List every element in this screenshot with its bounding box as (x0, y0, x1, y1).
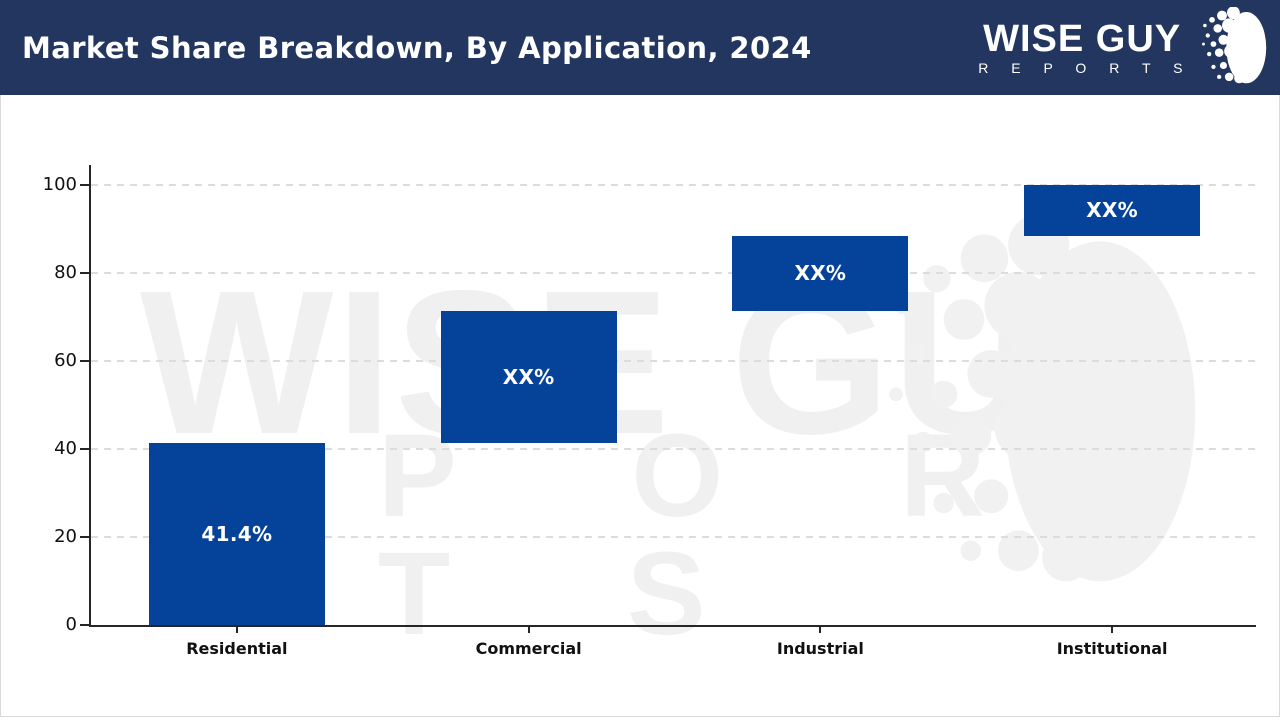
gridline (91, 536, 1256, 538)
bar-value-label: XX% (1086, 198, 1139, 223)
y-tick-mark (80, 360, 89, 362)
plot-area: 0 20 40 60 80 100 41.4% Residential XX% Commercia… (43, 165, 1256, 658)
bar-industrial: XX% (732, 235, 909, 311)
y-tick-label: 60 (54, 350, 77, 371)
x-tick-mark (527, 625, 530, 633)
y-tick-mark (80, 536, 89, 538)
y-tick-mark (80, 624, 89, 626)
bar-value-label: XX% (502, 364, 555, 389)
gridline (91, 448, 1256, 450)
y-tick-mark (80, 184, 89, 186)
chart-title: Market Share Breakdown, By Application, … (22, 30, 812, 65)
y-tick-label: 20 (54, 526, 77, 547)
gridline (91, 272, 1256, 274)
bar-residential: 41.4% (148, 442, 325, 625)
bar-value-label: 41.4% (201, 521, 273, 546)
x-category-label-industrial: Industrial (776, 639, 864, 658)
bar-commercial: XX% (440, 310, 617, 443)
logo-wordmark: WISE GUY (983, 18, 1182, 60)
y-tick-mark (80, 272, 89, 274)
x-category-label-commercial: Commercial (475, 639, 582, 658)
x-tick-mark (819, 625, 822, 633)
dot-head-logo-icon (1202, 7, 1267, 84)
bar-institutional: XX% (1024, 185, 1201, 236)
gridline (91, 184, 1256, 186)
y-tick-label: 80 (54, 262, 77, 283)
y-tick-label: 0 (65, 614, 77, 635)
x-tick-mark (1111, 625, 1114, 633)
gridline (91, 360, 1256, 362)
x-tick-mark (235, 625, 238, 633)
logo-subtitle: R E P O R T S (978, 60, 1192, 76)
logo-text: WISE GUY R E P O R T S (972, 20, 1192, 76)
wise-guy-logo: WISE GUY R E P O R T S (972, 6, 1268, 90)
y-tick-mark (80, 448, 89, 450)
bar-value-label: XX% (794, 261, 847, 286)
x-category-label-residential: Residential (186, 639, 288, 658)
y-tick-label: 100 (42, 174, 77, 195)
header-bar: Market Share Breakdown, By Application, … (0, 0, 1280, 95)
x-category-label-institutional: Institutional (1056, 639, 1168, 658)
y-tick-label: 40 (54, 438, 77, 459)
